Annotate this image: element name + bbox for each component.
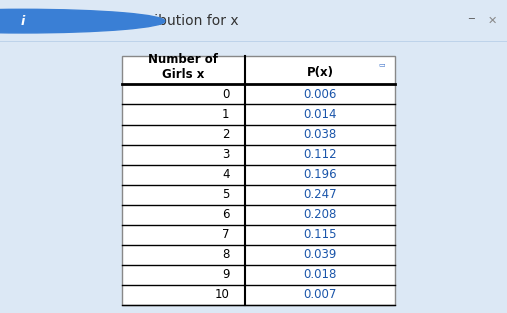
Text: ✕: ✕ xyxy=(487,16,496,26)
Text: 7: 7 xyxy=(222,228,230,241)
Bar xyxy=(122,56,395,305)
Text: 0.007: 0.007 xyxy=(304,288,337,301)
Text: 0.018: 0.018 xyxy=(304,268,337,281)
Text: 2: 2 xyxy=(222,128,230,141)
Text: ─: ─ xyxy=(468,14,475,24)
Text: 0.112: 0.112 xyxy=(303,148,337,161)
Text: Probability Distribution for x: Probability Distribution for x xyxy=(43,14,239,28)
Text: 0.208: 0.208 xyxy=(304,208,337,221)
Text: 10: 10 xyxy=(215,288,230,301)
Text: 0.039: 0.039 xyxy=(304,248,337,261)
Text: 0.247: 0.247 xyxy=(303,188,337,201)
Text: 0: 0 xyxy=(222,88,230,101)
Text: P(x): P(x) xyxy=(307,66,334,79)
Text: i: i xyxy=(21,15,25,28)
Circle shape xyxy=(0,9,165,33)
Text: 0.115: 0.115 xyxy=(303,228,337,241)
Text: ▭: ▭ xyxy=(379,61,385,67)
Text: 5: 5 xyxy=(222,188,230,201)
Text: 0.006: 0.006 xyxy=(304,88,337,101)
Text: Number of
Girls x: Number of Girls x xyxy=(148,54,219,81)
Text: 0.014: 0.014 xyxy=(303,108,337,121)
Text: 6: 6 xyxy=(222,208,230,221)
Text: 9: 9 xyxy=(222,268,230,281)
Text: 0.038: 0.038 xyxy=(304,128,337,141)
Text: 4: 4 xyxy=(222,168,230,181)
Text: 1: 1 xyxy=(222,108,230,121)
Text: 3: 3 xyxy=(222,148,230,161)
Text: 8: 8 xyxy=(222,248,230,261)
Text: 0.196: 0.196 xyxy=(303,168,337,181)
